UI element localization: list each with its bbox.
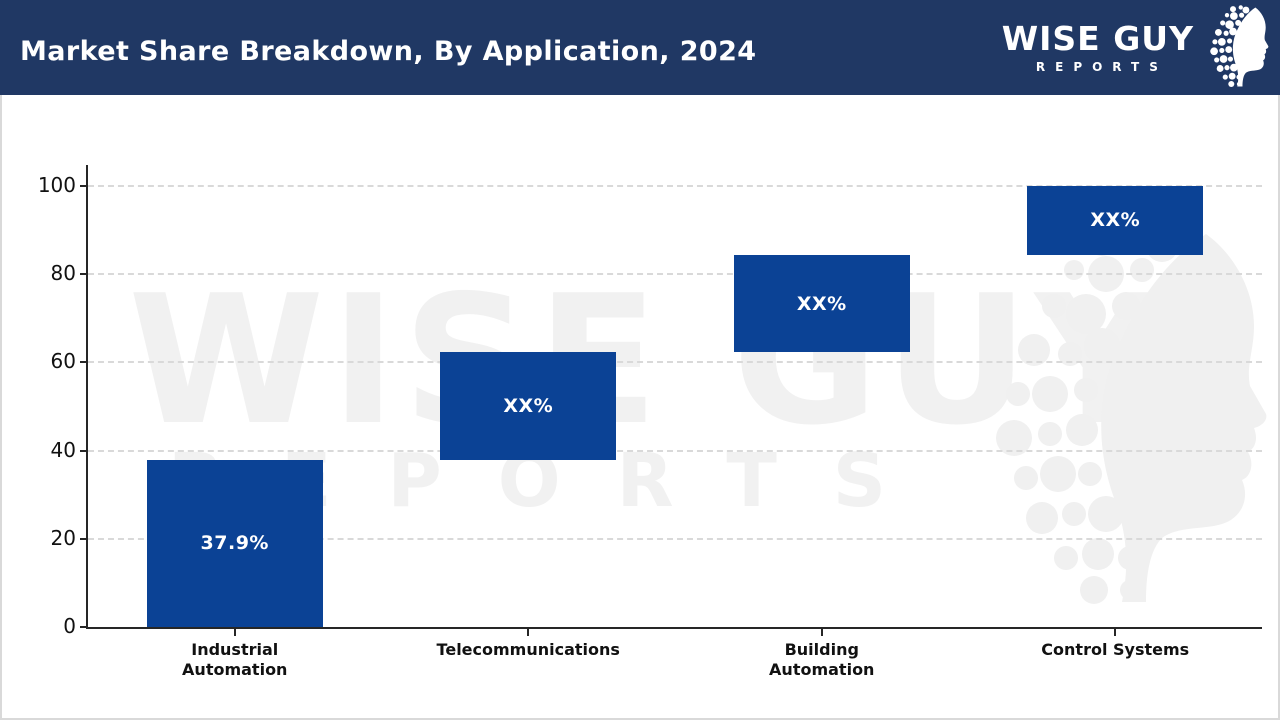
grid-line-60 (88, 361, 1262, 364)
y-tick-mark-40 (80, 449, 88, 452)
grid-line-40 (88, 449, 1262, 452)
logo-wordmark: WISE GUY REPORTS (1002, 22, 1194, 74)
y-tick-mark-60 (80, 361, 88, 364)
x-tick-mark-building-automation (820, 629, 823, 636)
logo-name-text: WISE GUY (1001, 19, 1194, 58)
grid-line-20 (88, 537, 1262, 540)
x-tick-label-line: Automation (182, 660, 288, 679)
x-tick-label-control-systems: Control Systems (995, 640, 1235, 660)
x-tick-mark-industrial-automation (233, 629, 236, 636)
x-tick-label-building-automation: Building Automation (702, 640, 942, 680)
y-tick-mark-80 (80, 273, 88, 276)
x-tick-label-line: Telecommunications (436, 640, 620, 659)
watermark-head-icon (996, 224, 1267, 604)
y-tick-label-80: 80 (50, 261, 76, 286)
page-title: Market Share Breakdown, By Application, … (20, 36, 757, 67)
bar-industrial-automation: 37.9% (146, 459, 323, 627)
y-tick-mark-0 (80, 626, 88, 628)
x-axis-line (86, 627, 1262, 629)
bar-value-label: XX% (1090, 209, 1141, 232)
wise-guy-logo: WISE GUY REPORTS (1002, 4, 1270, 90)
x-tick-mark-control-systems (1114, 629, 1117, 636)
watermark-text: WISE GUY (128, 257, 1170, 464)
grid-line-100 (88, 185, 1262, 187)
x-tick-label-line: Industrial (191, 640, 279, 659)
bar-telecommunications: XX% (440, 352, 617, 460)
x-tick-label-line: Automation (769, 660, 875, 679)
x-tick-label-line: Building (784, 640, 859, 659)
logo-head-icon (1210, 5, 1269, 87)
y-tick-label-60: 60 (50, 349, 76, 374)
y-tick-mark-20 (80, 537, 88, 540)
bar-value-label: XX% (796, 292, 847, 315)
x-tick-mark-telecommunications (527, 629, 530, 636)
x-tick-label-telecommunications: Telecommunications (408, 640, 648, 660)
bar-value-label: XX% (503, 395, 554, 418)
header-bar: Market Share Breakdown, By Application, … (0, 0, 1280, 95)
y-tick-mark-100 (80, 185, 88, 187)
bar-building-automation: XX% (733, 254, 910, 353)
bar-control-systems: XX% (1027, 186, 1204, 255)
y-tick-label-20: 20 (50, 525, 76, 550)
bar-value-label: 37.9% (200, 532, 269, 555)
y-axis-line (86, 165, 88, 629)
logo-reports-text: REPORTS (1035, 60, 1168, 74)
grid-line-80 (88, 273, 1262, 276)
y-tick-label-100: 100 (37, 173, 76, 197)
x-tick-label-industrial-automation: Industrial Automation (115, 640, 355, 680)
y-tick-label-0: 0 (63, 614, 76, 638)
y-tick-label-40: 40 (50, 437, 76, 462)
x-tick-label-line: Control Systems (1041, 640, 1190, 659)
